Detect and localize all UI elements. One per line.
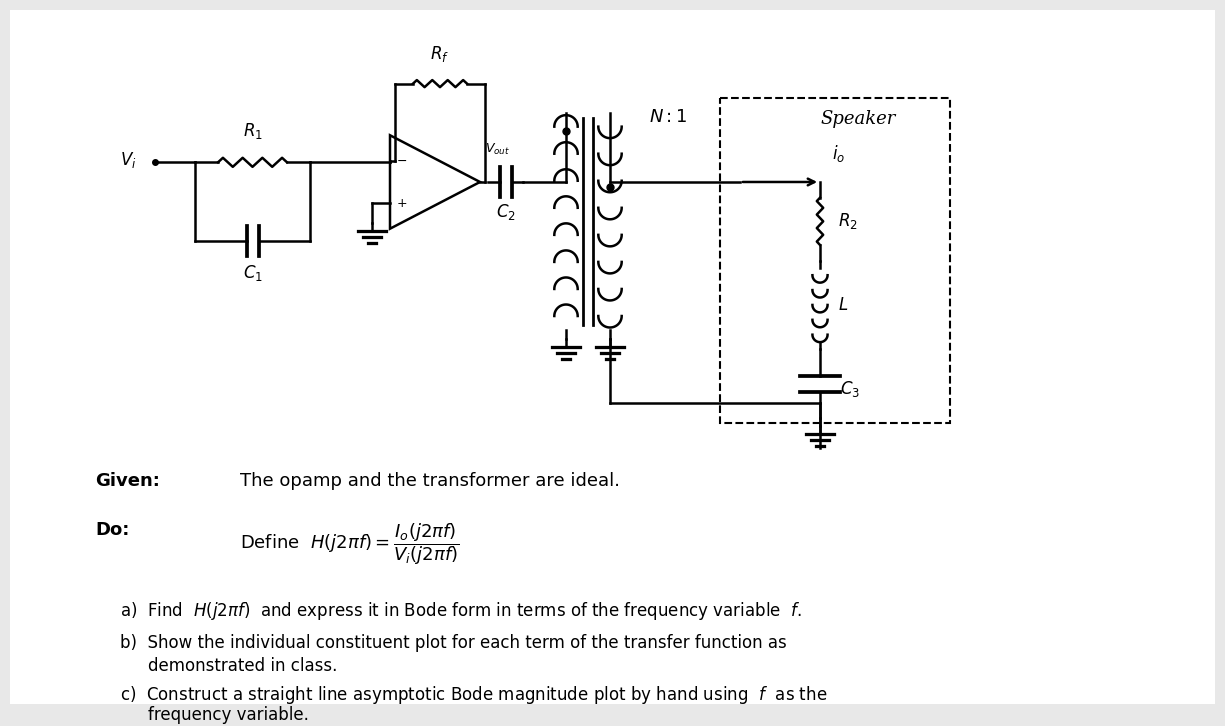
Text: $V_{out}$: $V_{out}$ <box>485 142 510 158</box>
Text: frequency variable.: frequency variable. <box>148 706 309 725</box>
Text: The opamp and the transformer are ideal.: The opamp and the transformer are ideal. <box>240 472 620 490</box>
Text: $R_1$: $R_1$ <box>243 121 262 141</box>
Text: Given:: Given: <box>96 472 160 490</box>
Text: Do:: Do: <box>96 521 130 539</box>
Text: $C_2$: $C_2$ <box>496 202 516 221</box>
Text: Define  $H(j2\pi f)=\dfrac{I_o(j2\pi f)}{V_i(j2\pi f)}$: Define $H(j2\pi f)=\dfrac{I_o(j2\pi f)}{… <box>240 521 459 567</box>
Text: $+$: $+$ <box>397 197 408 210</box>
Text: $N:1$: $N:1$ <box>649 108 687 126</box>
Text: $C_3$: $C_3$ <box>840 378 860 399</box>
Text: $C_1$: $C_1$ <box>243 263 262 282</box>
Text: $-$: $-$ <box>397 154 408 167</box>
Text: $V_i$: $V_i$ <box>120 150 137 171</box>
Text: $L$: $L$ <box>838 296 848 314</box>
Text: $R_2$: $R_2$ <box>838 211 858 232</box>
Text: Speaker: Speaker <box>821 110 895 129</box>
Text: a)  Find  $H(j2\pi f)$  and express it in Bode form in terms of the frequency va: a) Find $H(j2\pi f)$ and express it in B… <box>120 600 802 622</box>
Text: $i_o$: $i_o$ <box>832 143 845 164</box>
Bar <box>720 98 951 423</box>
Text: c)  Construct a straight line asymptotic Bode magnitude plot by hand using  $f$ : c) Construct a straight line asymptotic … <box>120 684 827 706</box>
Text: demonstrated in class.: demonstrated in class. <box>148 657 337 675</box>
Text: $R_f$: $R_f$ <box>430 44 450 64</box>
Text: b)  Show the individual constituent plot for each term of the transfer function : b) Show the individual constituent plot … <box>120 635 786 653</box>
